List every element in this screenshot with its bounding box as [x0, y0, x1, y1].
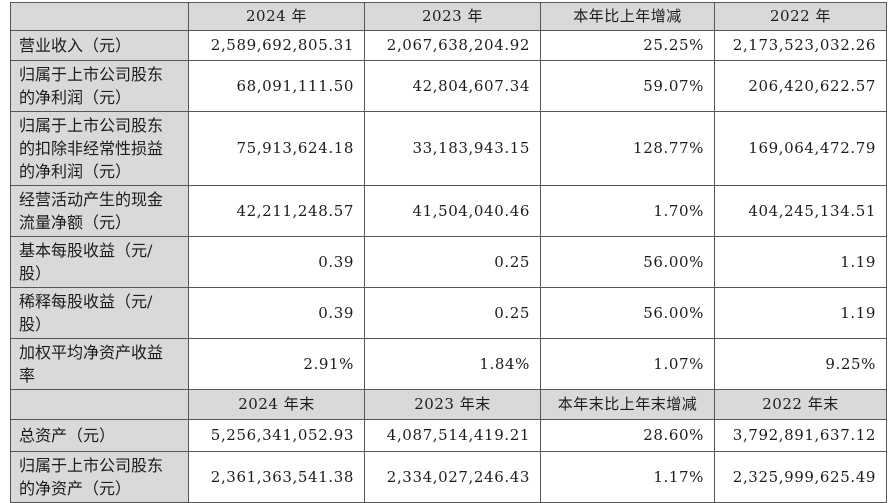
annual-header-row: 2024 年 2023 年 本年比上年增减 2022 年 — [10, 2, 887, 31]
key-accounting-data-table: 2024 年 2023 年 本年比上年增减 2022 年 营业收入（元） 2,5… — [10, 2, 887, 503]
net-profit-yoy-value: 59.07% — [540, 60, 715, 112]
diluted-eps-2022-value: 1.19 — [714, 287, 887, 339]
yearend-header-row: 2024 年末 2023 年末 本年末比上年末增减 2022 年末 — [10, 389, 887, 420]
diluted-eps-yoy-value: 56.00% — [540, 287, 715, 339]
row-deducted-net-profit-label: 归属于上市公司股东的扣除非经常性损益的净利润（元） — [10, 111, 189, 186]
row-weighted-avg-roe-label: 加权平均净资产收益率 — [10, 338, 189, 390]
revenue-2022-value: 2,173,523,032.26 — [714, 30, 887, 61]
diluted-eps-2023-value: 0.25 — [364, 287, 541, 339]
row-diluted-eps: 稀释每股收益（元/股） 0.39 0.25 56.00% 1.19 — [10, 287, 887, 339]
deducted-net-profit-yoy-value: 128.77% — [540, 111, 715, 186]
cash-flow-yoy-value: 1.70% — [540, 185, 715, 237]
blank-header-cell — [10, 2, 189, 31]
row-operating-revenue: 营业收入（元） 2,589,692,805.31 2,067,638,204.9… — [10, 30, 887, 61]
total-assets-2023-value: 4,087,514,419.21 — [364, 419, 541, 452]
col-header-2022: 2022 年 — [714, 2, 887, 31]
net-assets-2023-value: 2,334,027,246.43 — [364, 451, 541, 503]
revenue-2024-value: 2,589,692,805.31 — [188, 30, 365, 61]
col-header-2022-yearend: 2022 年末 — [714, 389, 887, 420]
basic-eps-yoy-value: 56.00% — [540, 236, 715, 288]
row-basic-eps: 基本每股收益（元/股） 0.39 0.25 56.00% 1.19 — [10, 236, 887, 288]
net-profit-2022-value: 206,420,622.57 — [714, 60, 887, 112]
col-header-2023: 2023 年 — [364, 2, 541, 31]
deducted-net-profit-2022-value: 169,064,472.79 — [714, 111, 887, 186]
row-total-assets-label: 总资产（元） — [10, 419, 189, 452]
roe-2022-value: 9.25% — [714, 338, 887, 390]
basic-eps-2024-value: 0.39 — [188, 236, 365, 288]
blank-header-cell-2 — [10, 389, 189, 420]
cash-flow-2022-value: 404,245,134.51 — [714, 185, 887, 237]
net-assets-change-value: 1.17% — [540, 451, 715, 503]
basic-eps-2022-value: 1.19 — [714, 236, 887, 288]
total-assets-2022-value: 3,792,891,637.12 — [714, 419, 887, 452]
revenue-2023-value: 2,067,638,204.92 — [364, 30, 541, 61]
roe-2023-value: 1.84% — [364, 338, 541, 390]
total-assets-2024-value: 5,256,341,052.93 — [188, 419, 365, 452]
cash-flow-2024-value: 42,211,248.57 — [188, 185, 365, 237]
row-weighted-avg-roe: 加权平均净资产收益率 2.91% 1.84% 1.07% 9.25% — [10, 338, 887, 390]
row-operating-revenue-label: 营业收入（元） — [10, 30, 189, 61]
cash-flow-2023-value: 41,504,040.46 — [364, 185, 541, 237]
row-operating-cash-flow: 经营活动产生的现金流量净额（元） 42,211,248.57 41,504,04… — [10, 185, 887, 237]
total-assets-change-value: 28.60% — [540, 419, 715, 452]
col-header-yearend-change: 本年末比上年末增减 — [540, 389, 715, 420]
diluted-eps-2024-value: 0.39 — [188, 287, 365, 339]
row-diluted-eps-label: 稀释每股收益（元/股） — [10, 287, 189, 339]
col-header-2024: 2024 年 — [188, 2, 365, 31]
net-profit-2024-value: 68,091,111.50 — [188, 60, 365, 112]
row-net-assets: 归属于上市公司股东的净资产（元） 2,361,363,541.38 2,334,… — [10, 451, 887, 503]
col-header-2023-yearend: 2023 年末 — [364, 389, 541, 420]
col-header-yoy-change: 本年比上年增减 — [540, 2, 715, 31]
net-assets-2024-value: 2,361,363,541.38 — [188, 451, 365, 503]
row-deducted-net-profit: 归属于上市公司股东的扣除非经常性损益的净利润（元） 75,913,624.18 … — [10, 111, 887, 186]
row-total-assets: 总资产（元） 5,256,341,052.93 4,087,514,419.21… — [10, 419, 887, 452]
financial-summary-table-wrap: 2024 年 2023 年 本年比上年增减 2022 年 营业收入（元） 2,5… — [10, 2, 887, 503]
net-profit-2023-value: 42,804,607.34 — [364, 60, 541, 112]
roe-yoy-value: 1.07% — [540, 338, 715, 390]
row-net-assets-label: 归属于上市公司股东的净资产（元） — [10, 451, 189, 503]
row-net-profit-label: 归属于上市公司股东的净利润（元） — [10, 60, 189, 112]
revenue-yoy-value: 25.25% — [540, 30, 715, 61]
deducted-net-profit-2024-value: 75,913,624.18 — [188, 111, 365, 186]
row-basic-eps-label: 基本每股收益（元/股） — [10, 236, 189, 288]
deducted-net-profit-2023-value: 33,183,943.15 — [364, 111, 541, 186]
roe-2024-value: 2.91% — [188, 338, 365, 390]
row-operating-cash-flow-label: 经营活动产生的现金流量净额（元） — [10, 185, 189, 237]
col-header-2024-yearend: 2024 年末 — [188, 389, 365, 420]
basic-eps-2023-value: 0.25 — [364, 236, 541, 288]
net-assets-2022-value: 2,325,999,625.49 — [714, 451, 887, 503]
row-net-profit: 归属于上市公司股东的净利润（元） 68,091,111.50 42,804,60… — [10, 60, 887, 112]
